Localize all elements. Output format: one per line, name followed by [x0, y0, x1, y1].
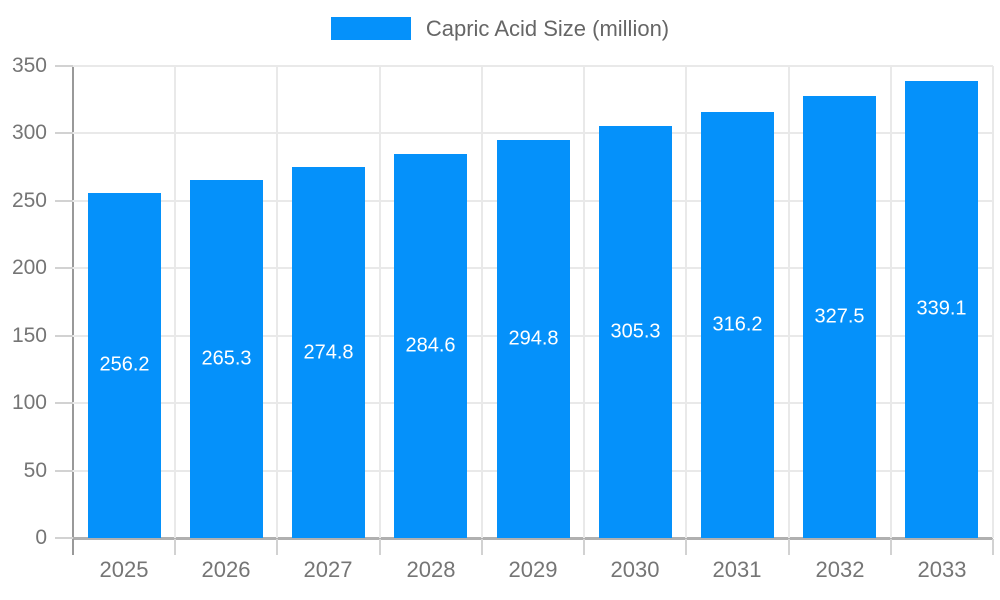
bar-2028: 284.6 [394, 154, 467, 538]
y-tick-label: 50 [23, 459, 47, 482]
bar-2031: 316.2 [701, 111, 774, 538]
y-gridline [73, 132, 993, 134]
x-tick-mark [685, 539, 687, 555]
x-tick-mark [992, 539, 994, 555]
bar-value-label: 256.2 [99, 353, 150, 376]
bar-value-label: 294.8 [508, 327, 559, 350]
x-gridline [481, 66, 483, 538]
bar-value-label: 305.3 [610, 320, 661, 343]
bar-value-label: 316.2 [712, 313, 763, 336]
x-tick-label: 2029 [508, 557, 558, 582]
y-tick-label: 100 [11, 391, 47, 414]
x-tick-mark [276, 539, 278, 555]
bar-2030: 305.3 [599, 126, 672, 538]
bar-2029: 294.8 [497, 140, 570, 538]
x-tick-label: 2032 [815, 557, 865, 582]
x-tick-label: 2033 [917, 557, 967, 582]
x-gridline [379, 66, 381, 538]
bar-2032: 327.5 [803, 96, 876, 538]
x-tick-label: 2030 [610, 557, 660, 582]
x-gridline [685, 66, 687, 538]
x-tick-mark [583, 539, 585, 555]
y-tick-mark [55, 537, 73, 539]
x-tick-label: 2028 [406, 557, 456, 582]
y-tick-label: 250 [11, 189, 47, 212]
x-tick-label: 2025 [99, 557, 149, 582]
y-tick-label: 350 [11, 54, 47, 77]
legend-label: Capric Acid Size (million) [425, 16, 670, 41]
bar-2027: 274.8 [292, 167, 365, 538]
x-gridline [174, 66, 176, 538]
x-gridline [583, 66, 585, 538]
plot-area: 256.2 265.3 274.8 284.6 294.8 305.3 316.2 327.5… [73, 65, 994, 538]
y-tick-mark [55, 402, 73, 404]
y-axis-line [72, 66, 74, 555]
y-tick-label: 0 [35, 526, 47, 549]
y-tick-mark [55, 335, 73, 337]
x-tick-label: 2031 [712, 557, 762, 582]
x-tick-mark [481, 539, 483, 555]
x-tick-label: 2027 [303, 557, 353, 582]
bar-2026: 265.3 [190, 180, 263, 538]
x-gridline [890, 66, 892, 538]
y-gridline [73, 65, 993, 67]
bar-2033: 339.1 [905, 80, 978, 538]
x-tick-mark [72, 539, 74, 555]
bar-value-label: 274.8 [303, 341, 354, 364]
y-tick-label: 150 [11, 324, 47, 347]
x-tick-mark [890, 539, 892, 555]
x-tick-mark [788, 539, 790, 555]
y-tick-mark [55, 200, 73, 202]
x-gridline [992, 66, 994, 538]
x-tick-mark [379, 539, 381, 555]
bar-value-label: 339.1 [916, 297, 967, 320]
y-tick-label: 200 [11, 256, 47, 279]
legend-item[interactable]: Capric Acid Size (million) [330, 16, 670, 41]
x-gridline [788, 66, 790, 538]
x-tick-label: 2026 [201, 557, 251, 582]
bar-value-label: 327.5 [814, 305, 865, 328]
y-tick-label: 300 [11, 121, 47, 144]
legend: Capric Acid Size (million) [0, 17, 1000, 40]
y-tick-mark [55, 267, 73, 269]
bar-value-label: 265.3 [201, 347, 252, 370]
bar-2025: 256.2 [88, 192, 161, 538]
x-axis-line [73, 537, 993, 540]
y-tick-mark [55, 132, 73, 134]
y-tick-mark [55, 470, 73, 472]
legend-swatch [330, 17, 411, 40]
x-tick-mark [174, 539, 176, 555]
x-gridline [276, 66, 278, 538]
bar-value-label: 284.6 [405, 334, 456, 357]
y-tick-mark [55, 65, 73, 67]
